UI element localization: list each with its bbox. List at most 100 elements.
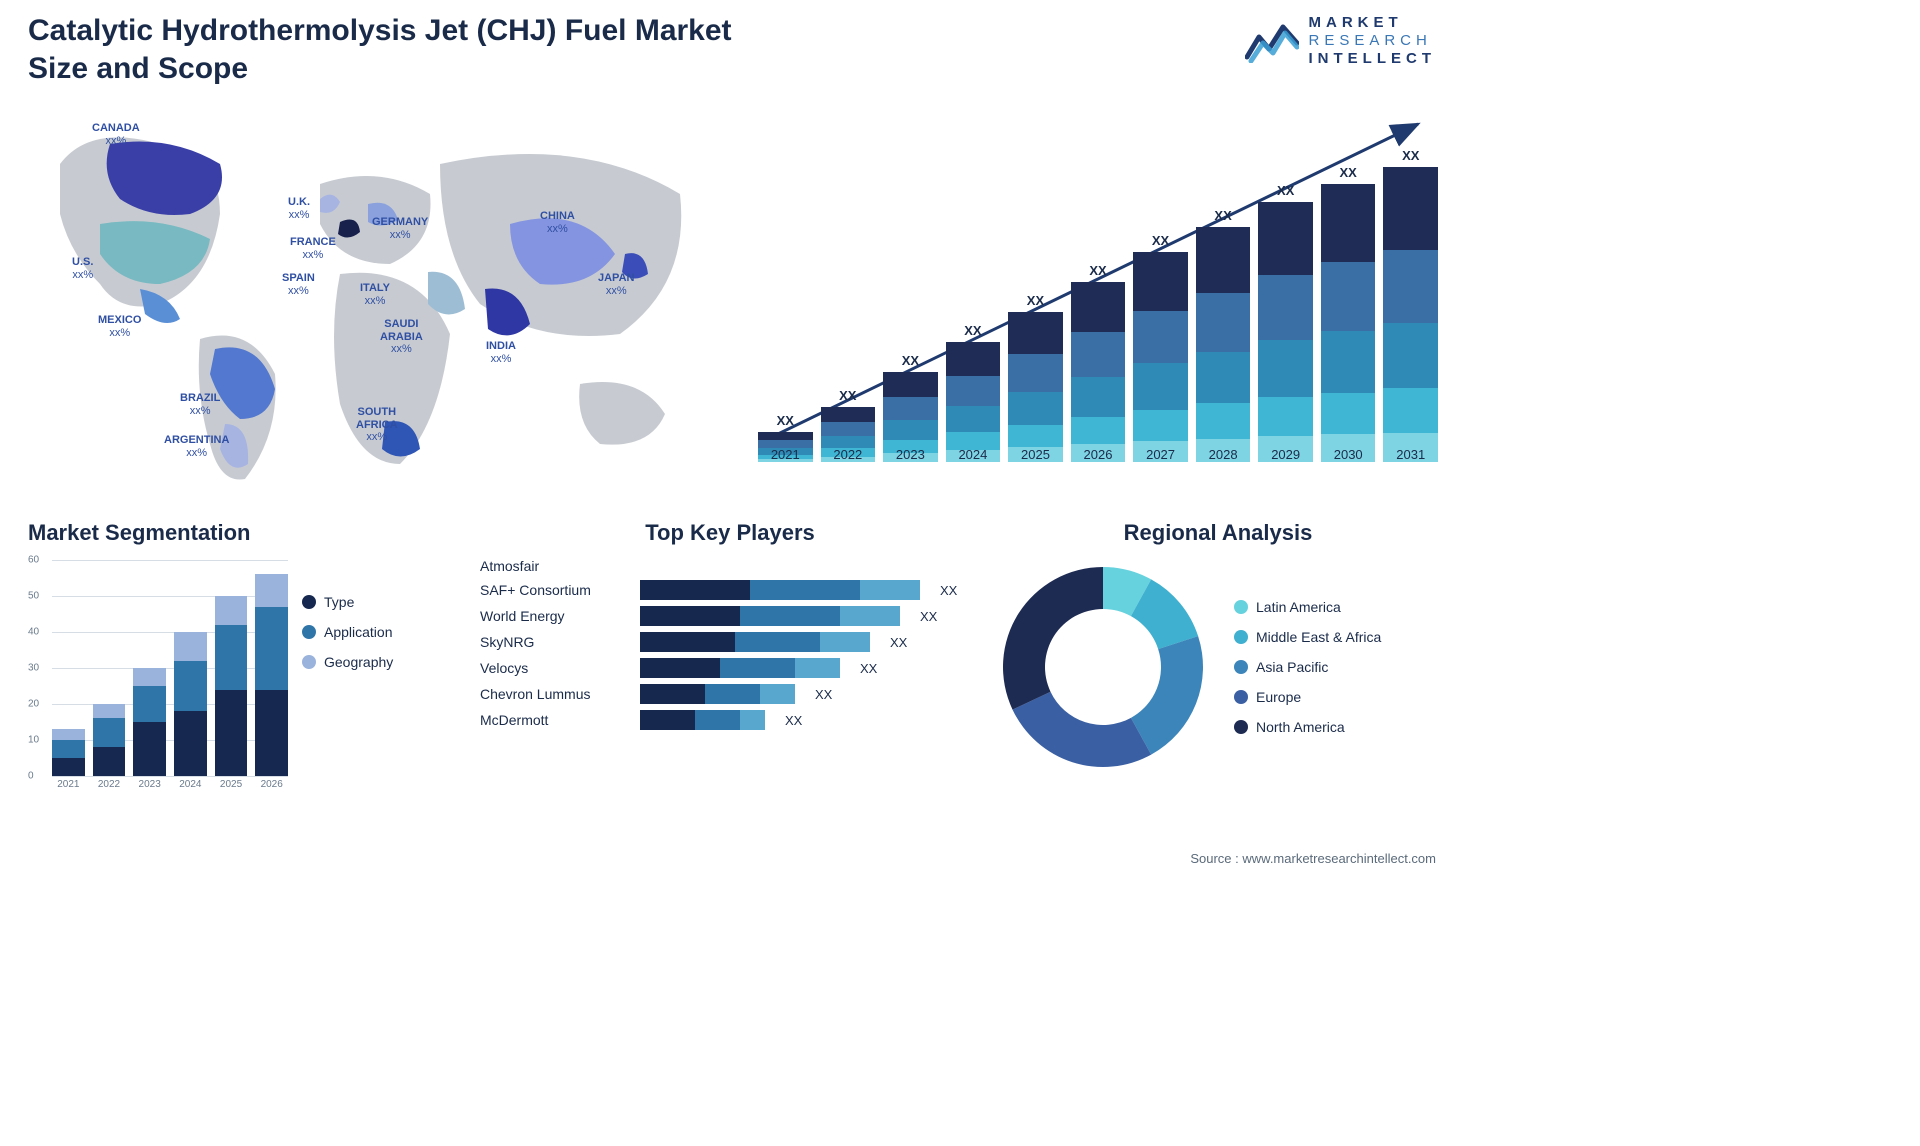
map-label-france: FRANCExx%	[290, 236, 336, 261]
map-label-brazil: BRAZILxx%	[180, 392, 220, 417]
growth-year: 2028	[1196, 447, 1251, 462]
player-name: SkyNRG	[480, 634, 630, 650]
regional-legend-item: Latin America	[1234, 599, 1381, 615]
growth-year: 2021	[758, 447, 813, 462]
growth-value: XX	[902, 353, 919, 368]
seg-xlabel: 2022	[93, 779, 126, 790]
growth-year: 2024	[946, 447, 1001, 462]
players-section: Top Key Players AtmosfairSAF+ Consortium…	[480, 520, 980, 730]
regional-legend-item: North America	[1234, 719, 1381, 735]
player-name: Chevron Lummus	[480, 686, 630, 702]
player-row: McDermott XX	[480, 710, 980, 730]
map-label-italy: ITALYxx%	[360, 282, 390, 307]
segmentation-legend: TypeApplicationGeography	[302, 560, 393, 790]
player-row: SkyNRG XX	[480, 632, 980, 652]
growth-year: 2026	[1071, 447, 1126, 462]
growth-value: XX	[839, 388, 856, 403]
growth-bar-2031: XX	[1383, 148, 1438, 462]
player-name: World Energy	[480, 608, 630, 624]
growth-bar-2027: XX	[1133, 233, 1188, 462]
player-value: XX	[815, 687, 832, 702]
growth-year: 2029	[1258, 447, 1313, 462]
source-label: Source : www.marketresearchintellect.com	[1190, 851, 1436, 866]
regional-legend-item: Europe	[1234, 689, 1381, 705]
player-value: XX	[860, 661, 877, 676]
player-row: Chevron Lummus XX	[480, 684, 980, 704]
growth-year: 2025	[1008, 447, 1063, 462]
segmentation-chart: 0102030405060202120222023202420252026	[28, 560, 288, 790]
seg-xlabel: 2023	[133, 779, 166, 790]
growth-year: 2030	[1321, 447, 1376, 462]
growth-value: XX	[1089, 263, 1106, 278]
seg-ytick: 60	[28, 555, 39, 566]
segmentation-section: Market Segmentation 01020304050602021202…	[28, 520, 448, 790]
map-label-china: CHINAxx%	[540, 210, 575, 235]
growth-bar-2026: XX	[1071, 263, 1126, 462]
seg-bar-2021	[52, 729, 85, 776]
seg-ytick: 20	[28, 699, 39, 710]
seg-legend-item: Type	[302, 594, 393, 610]
growth-value: XX	[1214, 208, 1231, 223]
map-label-canada: CANADAxx%	[92, 122, 140, 147]
player-row: SAF+ Consortium XX	[480, 580, 980, 600]
player-name: McDermott	[480, 712, 630, 728]
logo-line2: RESEARCH	[1309, 32, 1437, 50]
seg-xlabel: 2025	[215, 779, 248, 790]
donut-slice	[1003, 567, 1103, 710]
map-label-spain: SPAINxx%	[282, 272, 315, 297]
player-name: Velocys	[480, 660, 630, 676]
segmentation-title: Market Segmentation	[28, 520, 448, 546]
regional-legend-item: Asia Pacific	[1234, 659, 1381, 675]
brand-logo: MARKET RESEARCH INTELLECT	[1245, 14, 1437, 68]
regional-legend: Latin AmericaMiddle East & AfricaAsia Pa…	[1234, 599, 1381, 735]
growth-year: 2023	[883, 447, 938, 462]
seg-bar-2026	[255, 574, 288, 776]
player-value: XX	[940, 583, 957, 598]
growth-bar-2024: XX	[946, 323, 1001, 462]
seg-bar-2022	[93, 704, 126, 776]
logo-line3: INTELLECT	[1309, 50, 1437, 68]
player-name: SAF+ Consortium	[480, 582, 630, 598]
seg-ytick: 40	[28, 627, 39, 638]
regional-donut	[998, 562, 1208, 772]
logo-icon	[1245, 19, 1299, 63]
map-label-us: U.S.xx%	[72, 256, 93, 281]
seg-xlabel: 2024	[174, 779, 207, 790]
map-label-south_africa: SOUTHAFRICAxx%	[356, 406, 398, 444]
growth-bar-2023: XX	[883, 353, 938, 462]
growth-value: XX	[1340, 165, 1357, 180]
seg-bar-2025	[215, 596, 248, 776]
growth-value: XX	[1027, 293, 1044, 308]
seg-bar-2023	[133, 668, 166, 776]
growth-bar-2028: XX	[1196, 208, 1251, 462]
player-value: XX	[920, 609, 937, 624]
map-label-uk: U.K.xx%	[288, 196, 310, 221]
growth-year: 2022	[821, 447, 876, 462]
seg-ytick: 10	[28, 735, 39, 746]
map-label-germany: GERMANYxx%	[372, 216, 428, 241]
map-label-argentina: ARGENTINAxx%	[164, 434, 229, 459]
growth-chart: XX XX XX XX XX XX XX XX XX XX XX 2021 2022 2023 2024 2…	[758, 104, 1438, 484]
growth-bar-2025: XX	[1008, 293, 1063, 462]
regional-title: Regional Analysis	[998, 520, 1438, 546]
seg-xlabel: 2026	[255, 779, 288, 790]
player-name: Atmosfair	[480, 558, 630, 574]
growth-year: 2031	[1383, 447, 1438, 462]
world-map: CANADAxx%U.S.xx%MEXICOxx%BRAZILxx%ARGENT…	[20, 104, 720, 494]
player-row: Atmosfair	[480, 558, 980, 574]
logo-line1: MARKET	[1309, 14, 1437, 32]
player-value: XX	[785, 713, 802, 728]
growth-value: XX	[1402, 148, 1419, 163]
map-label-saudi: SAUDIARABIAxx%	[380, 318, 423, 356]
player-value: XX	[890, 635, 907, 650]
map-label-india: INDIAxx%	[486, 340, 516, 365]
seg-bar-2024	[174, 632, 207, 776]
growth-year: 2027	[1133, 447, 1188, 462]
regional-section: Regional Analysis Latin AmericaMiddle Ea…	[998, 520, 1438, 772]
seg-ytick: 50	[28, 591, 39, 602]
seg-legend-item: Geography	[302, 654, 393, 670]
player-row: World Energy XX	[480, 606, 980, 626]
seg-ytick: 0	[28, 771, 34, 782]
growth-value: XX	[1277, 183, 1294, 198]
growth-value: XX	[777, 413, 794, 428]
